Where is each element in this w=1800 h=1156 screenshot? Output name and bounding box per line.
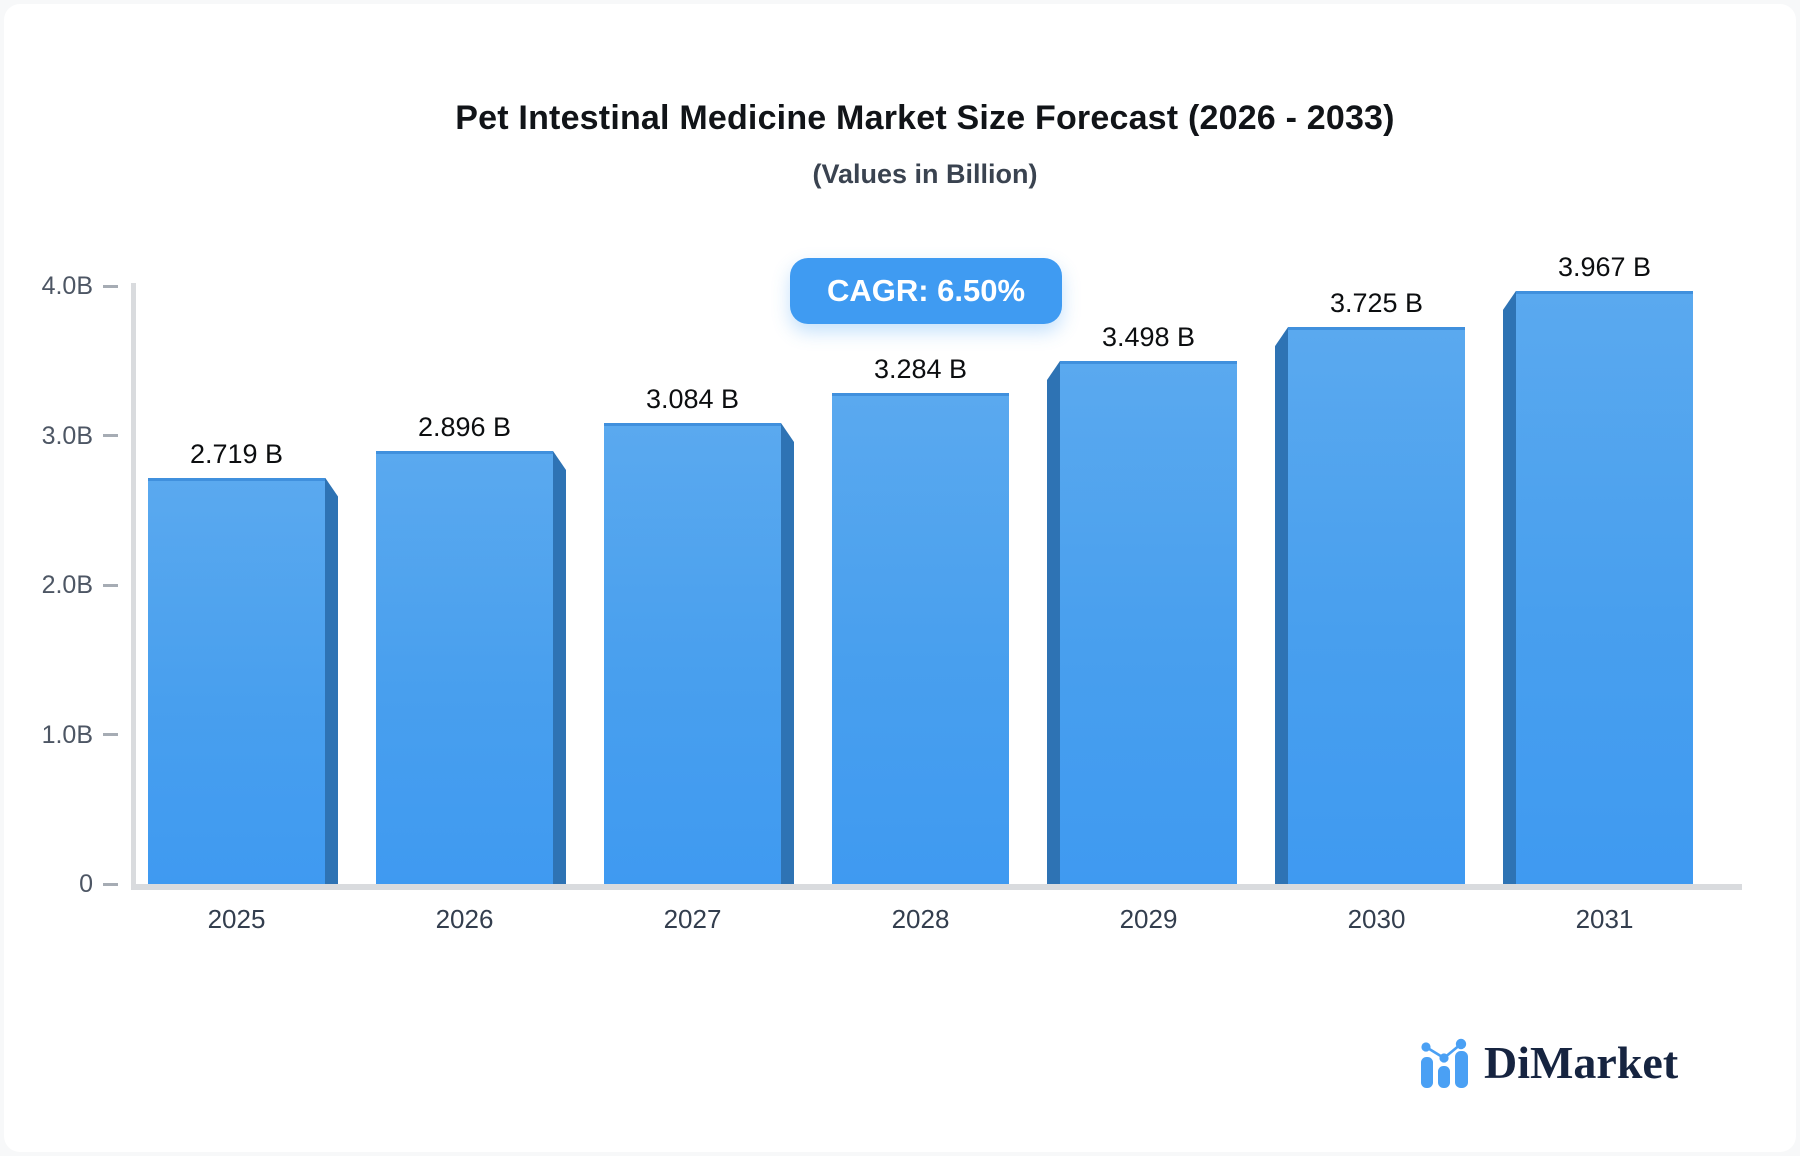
y-axis-tick [103,583,118,587]
x-axis-label-2026: 2026 [435,904,494,934]
bar-3d-side [1275,327,1288,884]
bar-3d-side [781,422,794,884]
y-axis-line [131,283,136,890]
y-axis-label: 0 [79,870,93,898]
bar-value-label: 2.896 B [417,412,512,443]
bar-3d-side [1503,290,1516,884]
x-axis-label-2029: 2029 [1119,904,1178,934]
x-axis-label-2028: 2028 [891,904,950,934]
bar-2028[interactable] [832,393,1009,884]
bar-2031[interactable] [1516,290,1693,884]
y-axis-label: 4.0B [41,272,93,300]
chart-subtitle: (Values in Billion) [812,159,1038,189]
bar-value-label: 2.719 B [189,438,284,469]
cagr-badge: CAGR: 6.50% [790,258,1062,324]
x-axis-label-2030: 2030 [1347,904,1406,934]
bar-2026[interactable] [376,451,553,884]
bar-value-label: 3.284 B [873,354,968,385]
brand-logo: DiMarket [1420,1038,1678,1088]
x-axis-label-2025: 2025 [207,904,266,934]
y-axis-label: 2.0B [41,571,93,599]
brand-name: DiMarket [1484,1037,1679,1088]
bar-3d-side [553,451,566,884]
y-axis-tick [103,284,118,288]
bar-2027[interactable] [604,422,781,884]
bar-value-label: 3.084 B [645,383,740,414]
bar-value-label: 3.498 B [1101,322,1196,353]
x-axis-line [131,884,1742,890]
dimarket-bars-icon [1421,1038,1468,1088]
chart-title: Pet Intestinal Medicine Market Size Fore… [455,99,1395,137]
x-axis-label-2031: 2031 [1575,904,1634,934]
y-axis-tick [103,733,118,736]
bar-2029[interactable] [1060,361,1237,884]
bar-value-label: 3.967 B [1557,251,1652,282]
y-axis-label: 1.0B [41,720,93,749]
bar-3d-side [1047,361,1060,884]
bar-3d-side [325,477,338,884]
y-axis-tick [103,434,118,437]
x-axis-label-2027: 2027 [663,904,722,934]
bar-2025[interactable] [148,477,325,884]
bar-2030[interactable] [1288,327,1465,884]
y-axis-tick [103,882,118,886]
bar-value-label: 3.725 B [1329,288,1424,319]
y-axis-label: 3.0B [41,421,93,450]
